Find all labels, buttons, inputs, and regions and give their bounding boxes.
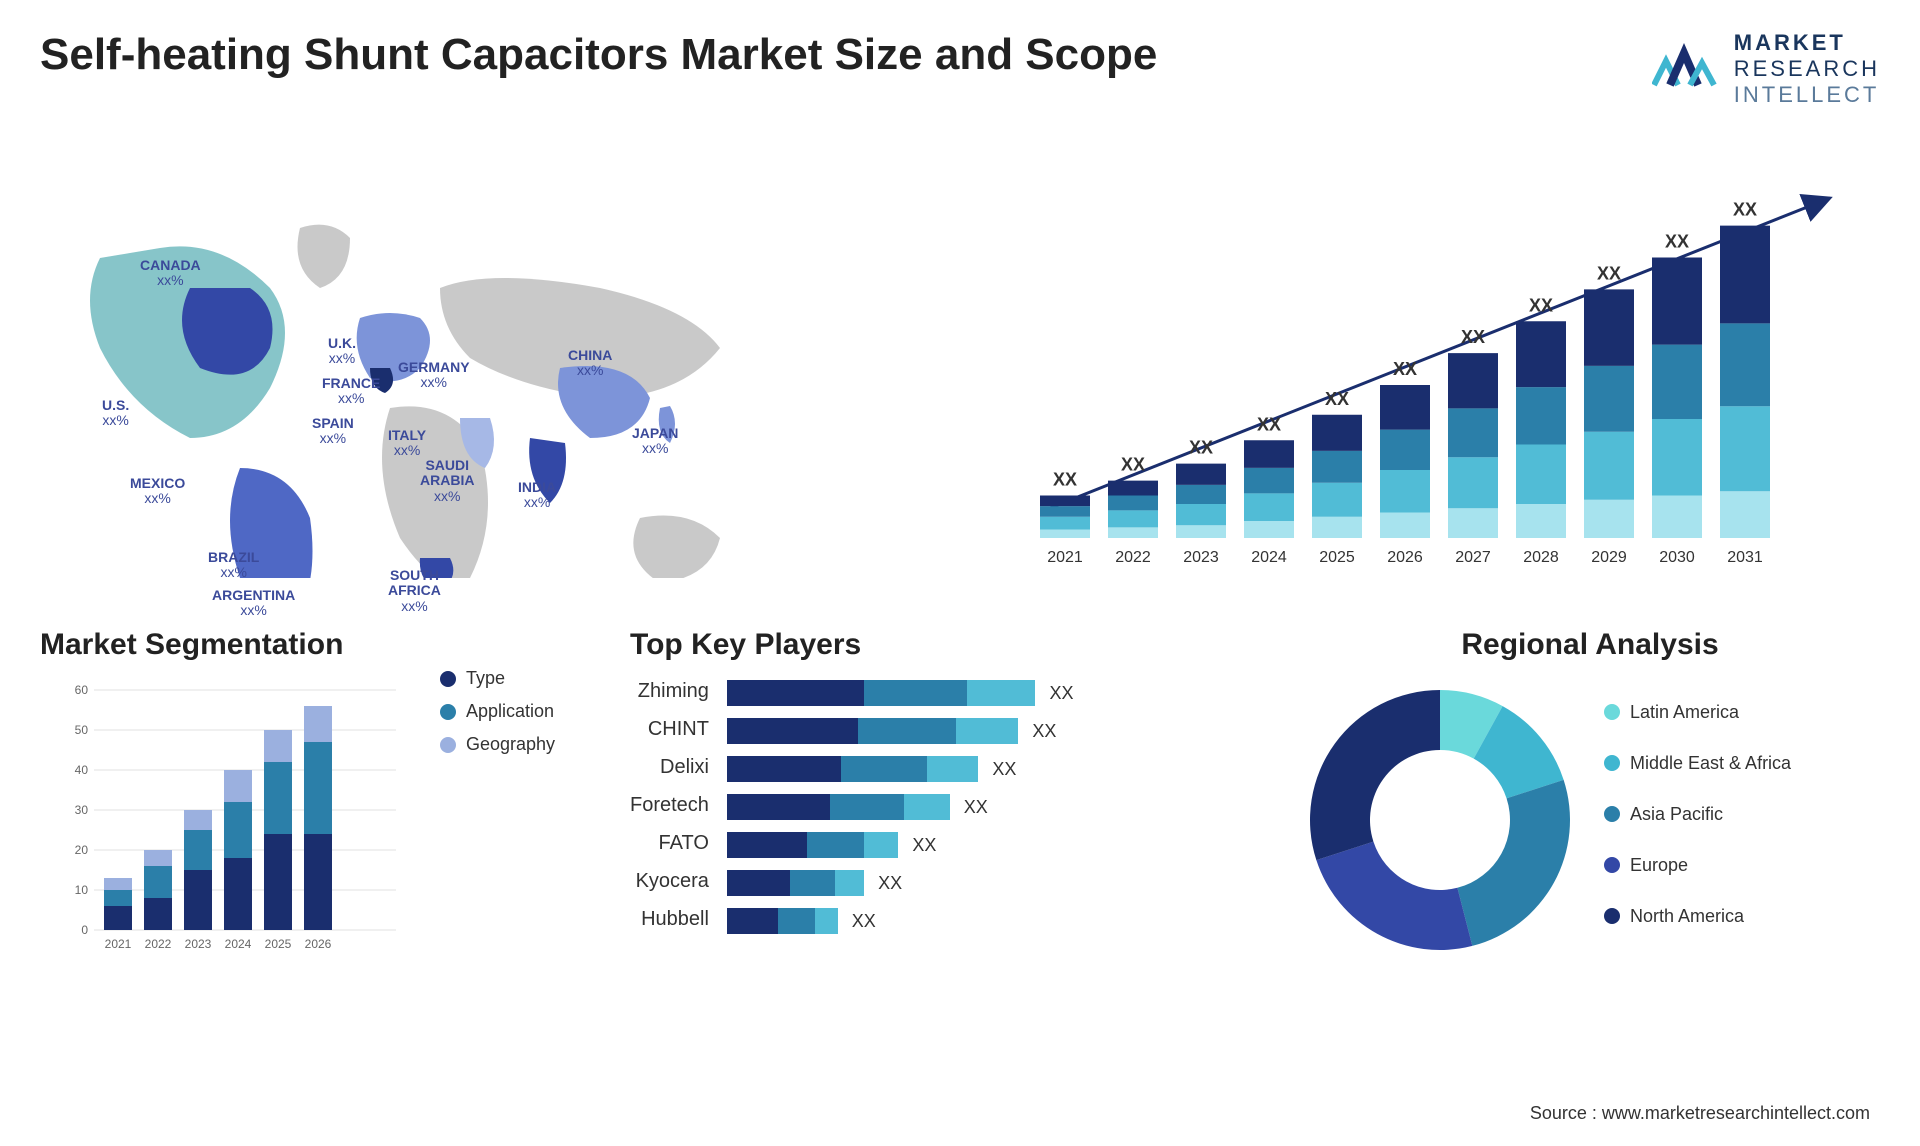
svg-text:XX: XX xyxy=(1597,263,1621,283)
logo-line2: RESEARCH xyxy=(1734,56,1880,82)
key-player-name: Hubbell xyxy=(630,908,709,934)
svg-text:XX: XX xyxy=(1325,389,1349,409)
key-player-name: Kyocera xyxy=(630,870,709,896)
key-player-row: XX xyxy=(727,832,1270,858)
svg-text:2026: 2026 xyxy=(305,937,332,951)
key-player-value: XX xyxy=(1050,683,1074,704)
svg-text:2026: 2026 xyxy=(1387,549,1423,566)
source-footer: Source : www.marketresearchintellect.com xyxy=(1530,1103,1870,1124)
svg-text:2029: 2029 xyxy=(1591,549,1627,566)
svg-text:2028: 2028 xyxy=(1523,549,1559,566)
map-label: U.S.xx% xyxy=(102,398,129,429)
svg-text:2024: 2024 xyxy=(1251,549,1287,566)
svg-text:0: 0 xyxy=(81,923,88,937)
segmentation-legend: Type Application Geography xyxy=(440,628,600,960)
map-label: SAUDIARABIAxx% xyxy=(420,458,474,504)
svg-text:2022: 2022 xyxy=(1115,549,1151,566)
legend-item: Geography xyxy=(440,734,600,755)
legend-item: Latin America xyxy=(1604,702,1791,723)
regional-donut xyxy=(1300,680,1580,960)
svg-text:2023: 2023 xyxy=(1183,549,1219,566)
svg-text:10: 10 xyxy=(75,883,89,897)
key-player-value: XX xyxy=(912,835,936,856)
svg-text:XX: XX xyxy=(1529,295,1553,315)
svg-text:2024: 2024 xyxy=(225,937,252,951)
key-player-name: Delixi xyxy=(630,756,709,782)
map-label: MEXICOxx% xyxy=(130,476,185,507)
legend-item: Asia Pacific xyxy=(1604,804,1791,825)
svg-text:2022: 2022 xyxy=(145,937,172,951)
regional-title: Regional Analysis xyxy=(1300,628,1880,662)
svg-text:60: 60 xyxy=(75,683,89,697)
map-label: SPAINxx% xyxy=(312,416,354,447)
key-player-name: Foretech xyxy=(630,794,709,820)
svg-text:2030: 2030 xyxy=(1659,549,1695,566)
brand-logo: MARKET RESEARCH INTELLECT xyxy=(1652,30,1880,108)
map-label: FRANCExx% xyxy=(322,376,380,407)
map-label: SOUTHAFRICAxx% xyxy=(388,568,441,614)
key-player-value: XX xyxy=(878,873,902,894)
key-player-row: XX xyxy=(727,908,1270,934)
map-label: ARGENTINAxx% xyxy=(212,588,295,619)
legend-item: Middle East & Africa xyxy=(1604,753,1791,774)
key-player-name: CHINT xyxy=(630,718,709,744)
svg-text:XX: XX xyxy=(1733,200,1757,220)
key-player-row: XX xyxy=(727,718,1270,744)
map-label: GERMANYxx% xyxy=(398,360,470,391)
key-player-name: Zhiming xyxy=(630,680,709,706)
map-label: BRAZILxx% xyxy=(208,550,259,581)
logo-line1: MARKET xyxy=(1734,30,1880,56)
map-label: ITALYxx% xyxy=(388,428,426,459)
page-title: Self-heating Shunt Capacitors Market Siz… xyxy=(40,30,1157,80)
svg-text:XX: XX xyxy=(1461,327,1485,347)
svg-text:2021: 2021 xyxy=(1047,549,1083,566)
svg-text:XX: XX xyxy=(1257,414,1281,434)
map-label: JAPANxx% xyxy=(632,426,678,457)
map-label: INDIAxx% xyxy=(518,480,556,511)
legend-item: Europe xyxy=(1604,855,1791,876)
svg-text:30: 30 xyxy=(75,803,89,817)
key-players-bars: XXXXXXXXXXXXXX xyxy=(727,680,1270,934)
world-map: CANADAxx%U.S.xx%MEXICOxx%BRAZILxx%ARGENT… xyxy=(40,138,940,578)
key-player-value: XX xyxy=(964,797,988,818)
key-players-title: Top Key Players xyxy=(630,628,1270,662)
svg-text:2027: 2027 xyxy=(1455,549,1491,566)
svg-text:20: 20 xyxy=(75,843,89,857)
legend-item: Type xyxy=(440,668,600,689)
svg-text:XX: XX xyxy=(1189,438,1213,458)
svg-text:XX: XX xyxy=(1665,232,1689,252)
segmentation-title: Market Segmentation xyxy=(40,628,420,662)
key-player-name: FATO xyxy=(630,832,709,858)
main-growth-chart: XX 2021 XX 2022 XX 2023 XX 2024 XX 2025 XX 2026 XX 20… xyxy=(980,138,1880,578)
key-player-row: XX xyxy=(727,870,1270,896)
svg-text:50: 50 xyxy=(75,723,89,737)
svg-text:2031: 2031 xyxy=(1727,549,1763,566)
svg-text:2021: 2021 xyxy=(105,937,132,951)
svg-text:40: 40 xyxy=(75,763,89,777)
svg-text:XX: XX xyxy=(1121,455,1145,475)
logo-line3: INTELLECT xyxy=(1734,82,1880,108)
legend-item: Application xyxy=(440,701,600,722)
svg-text:XX: XX xyxy=(1393,359,1417,379)
key-player-value: XX xyxy=(1032,721,1056,742)
legend-item: North America xyxy=(1604,906,1791,927)
key-player-row: XX xyxy=(727,794,1270,820)
regional-legend: Latin America Middle East & Africa Asia Pa… xyxy=(1604,702,1791,939)
segmentation-chart: 0 10 20 30 40 50 60 2021 2022 2023 2024 2025 2026 xyxy=(40,680,420,960)
key-player-value: XX xyxy=(992,759,1016,780)
key-player-value: XX xyxy=(852,911,876,932)
svg-text:XX: XX xyxy=(1053,470,1077,490)
svg-text:2025: 2025 xyxy=(1319,549,1355,566)
map-label: CHINAxx% xyxy=(568,348,612,379)
map-label: CANADAxx% xyxy=(140,258,201,289)
svg-text:2023: 2023 xyxy=(185,937,212,951)
key-player-row: XX xyxy=(727,680,1270,706)
key-players-names: Zhiming CHINT Delixi Foretech FATO Kyocera Hub… xyxy=(630,680,709,934)
svg-text:2025: 2025 xyxy=(265,937,292,951)
map-label: U.K.xx% xyxy=(328,336,356,367)
key-player-row: XX xyxy=(727,756,1270,782)
